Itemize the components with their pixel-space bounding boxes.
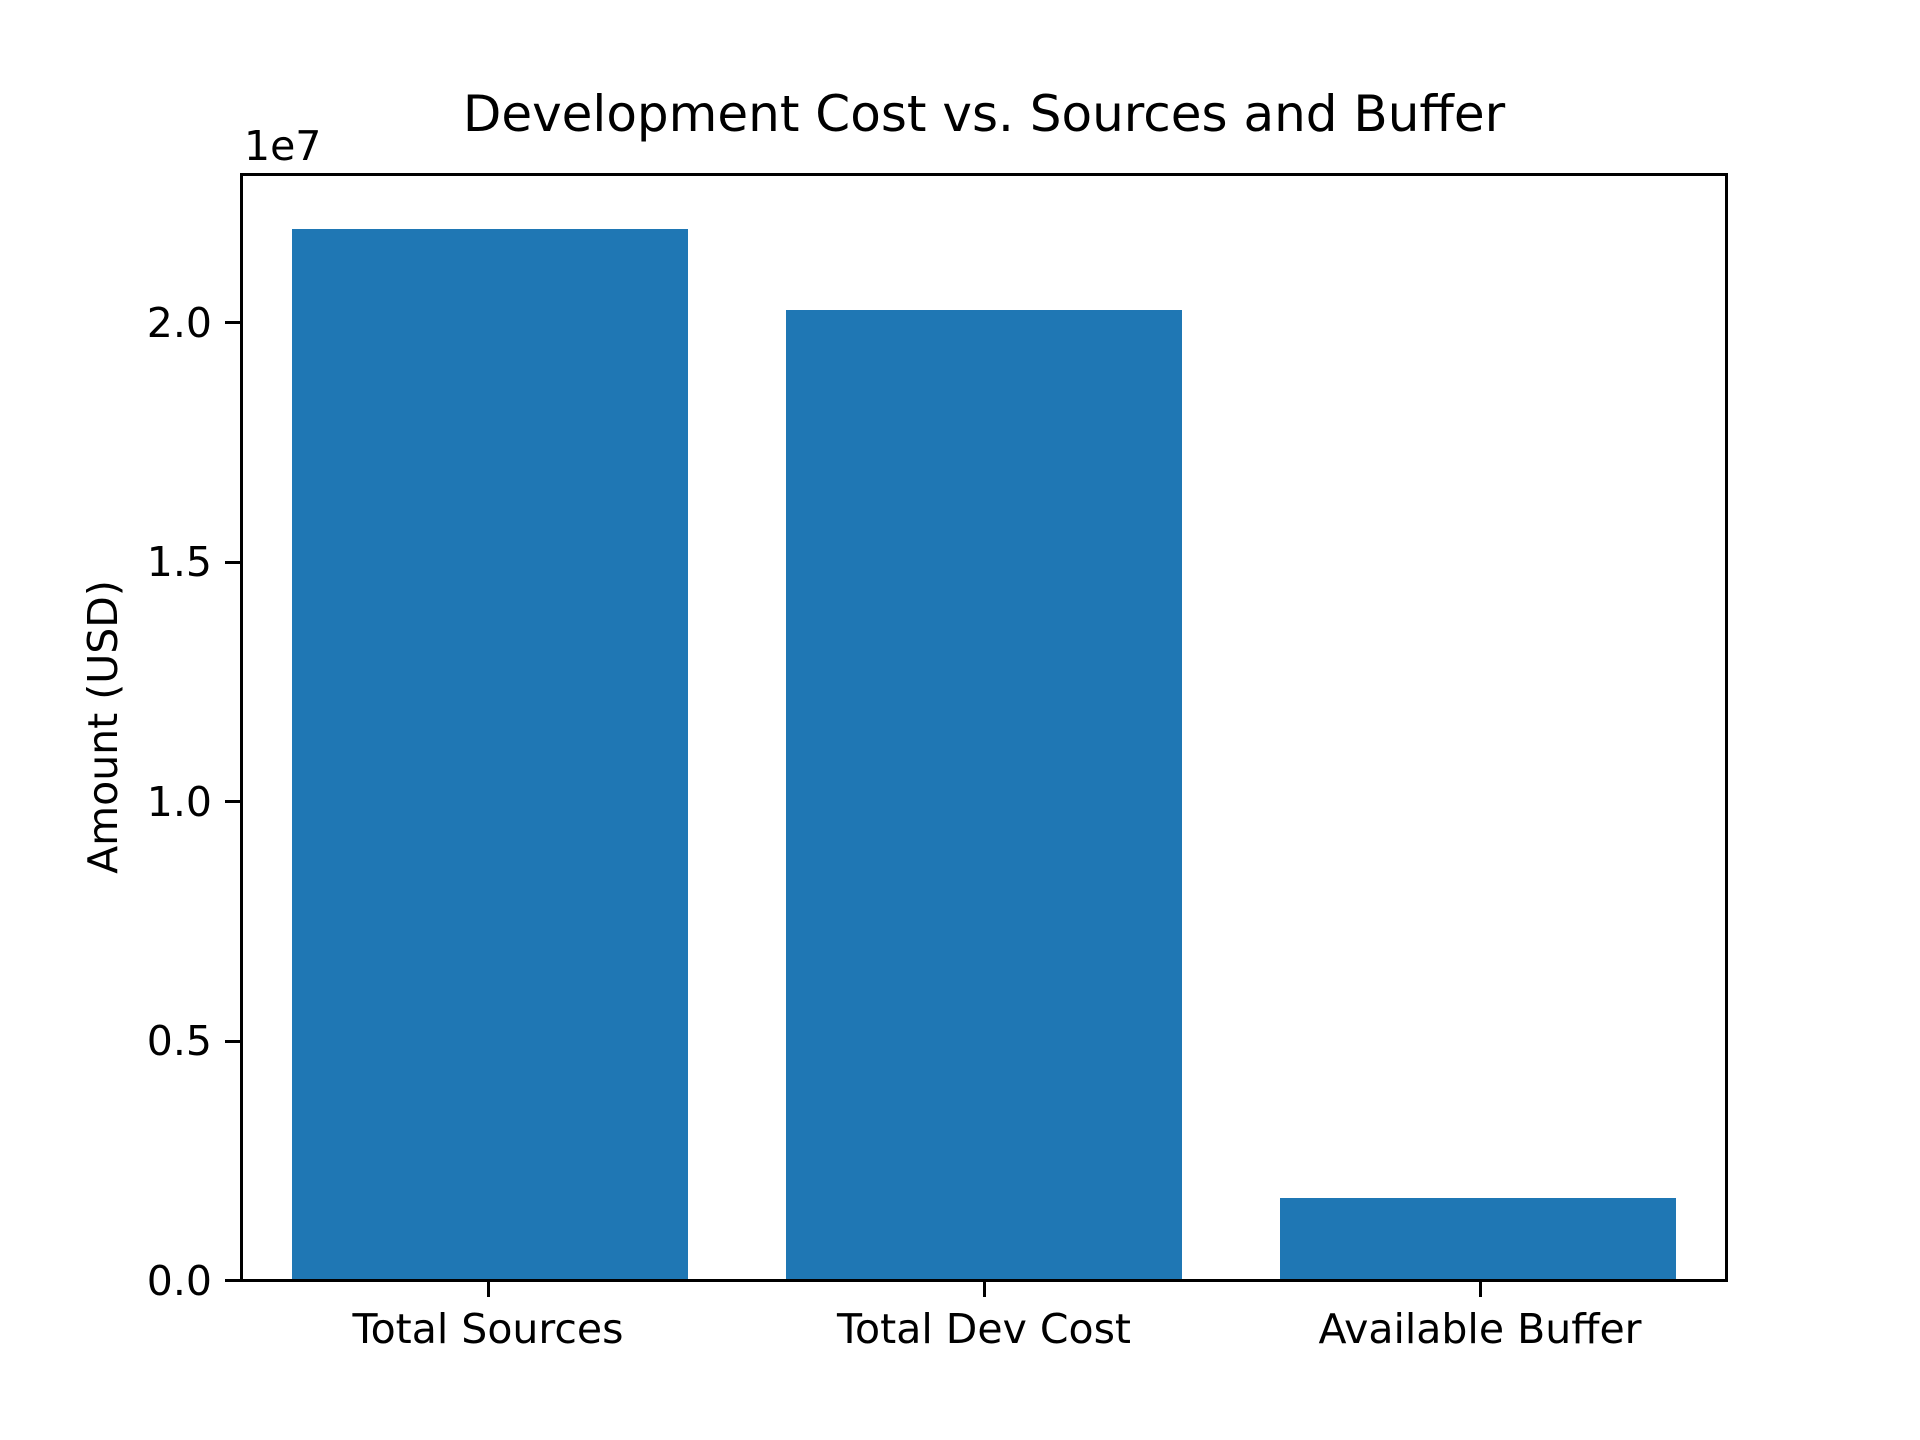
x-tick-label-total-dev-cost: Total Dev Cost — [836, 1305, 1132, 1353]
x-tick-mark-total-dev-cost — [982, 1282, 986, 1297]
chart-title: Development Cost vs. Sources and Buffer — [462, 85, 1506, 143]
x-tick-label-available-buffer: Available Buffer — [1318, 1305, 1642, 1353]
bar-available-buffer — [1280, 1197, 1676, 1279]
bar-total-sources — [292, 228, 688, 1279]
y-tick-label-0-5: 0.5 — [146, 1017, 212, 1066]
y-tick-mark-1-5 — [225, 560, 240, 564]
x-tick-label-total-sources: Total Sources — [352, 1305, 624, 1353]
x-tick-mark-total-sources — [486, 1282, 490, 1297]
plot-area — [240, 173, 1728, 1282]
y-tick-label-1-5: 1.5 — [146, 538, 212, 587]
y-axis-label: Amount (USD) — [79, 580, 127, 874]
y-tick-mark-0-5 — [225, 1039, 240, 1043]
y-axis-offset-label: 1e7 — [244, 122, 322, 170]
bar-total-dev-cost — [786, 309, 1182, 1279]
x-tick-mark-available-buffer — [1478, 1282, 1482, 1297]
y-tick-mark-2-0 — [225, 321, 240, 325]
y-tick-mark-1-0 — [225, 800, 240, 804]
y-tick-label-2-0: 2.0 — [146, 298, 212, 347]
y-tick-mark-0-0 — [225, 1279, 240, 1282]
y-tick-label-0-0: 0.0 — [146, 1256, 212, 1305]
y-tick-label-1-0: 1.0 — [146, 777, 212, 826]
